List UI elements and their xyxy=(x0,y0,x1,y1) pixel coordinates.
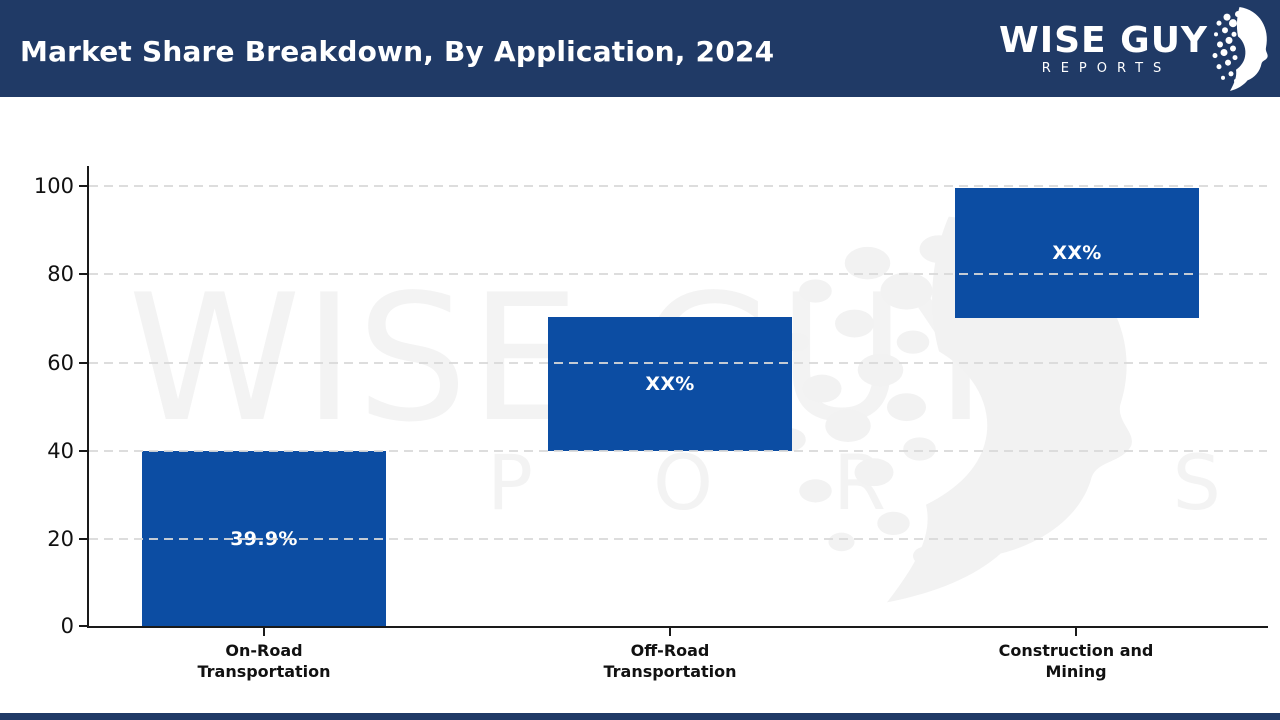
x-category-label-off-road: Off-Road Transportation xyxy=(603,641,737,681)
y-axis-line xyxy=(87,166,89,628)
bar-value-label: XX% xyxy=(645,373,695,395)
y-tick-0 xyxy=(79,625,87,627)
y-tick-label: 60 xyxy=(47,351,74,375)
gridline-20 xyxy=(89,538,1267,540)
x-category-label-on-road: On-Road Transportation xyxy=(197,641,331,681)
footer-bar xyxy=(0,713,1280,720)
y-tick-label: 80 xyxy=(47,262,74,286)
logo-wordmark: WISE GUY xyxy=(998,20,1208,61)
x-tick-1 xyxy=(263,628,265,636)
y-tick-label: 0 xyxy=(60,614,74,638)
bar-off-road-transportation: XX% xyxy=(548,317,792,451)
gridline-100 xyxy=(89,185,1267,187)
y-tick-80 xyxy=(79,273,87,275)
y-tick-60 xyxy=(79,362,87,364)
y-tick-label: 100 xyxy=(33,174,74,198)
x-axis-line xyxy=(87,626,1268,628)
bar-construction-and-mining: XX% xyxy=(955,188,1199,318)
y-tick-20 xyxy=(79,538,87,540)
page-title: Market Share Breakdown, By Application, … xyxy=(20,35,775,68)
x-category-label-construction-mining: Construction and Mining xyxy=(998,641,1154,681)
x-tick-2 xyxy=(669,628,671,636)
y-tick-label: 40 xyxy=(47,439,74,463)
wiseguy-logo: WISE GUY REPORTS xyxy=(999,4,1272,94)
bar-value-label: XX% xyxy=(1052,242,1102,264)
header-bar: Market Share Breakdown, By Application, … xyxy=(0,0,1280,97)
gridline-60 xyxy=(89,362,1267,364)
gridline-40 xyxy=(89,450,1267,452)
wiseguy-face-icon xyxy=(1212,7,1268,91)
logo-subtext: REPORTS xyxy=(1041,61,1172,76)
y-tick-100 xyxy=(79,185,87,187)
gridline-80 xyxy=(89,273,1267,275)
y-tick-40 xyxy=(79,450,87,452)
y-tick-label: 20 xyxy=(47,527,74,551)
x-tick-3 xyxy=(1075,628,1077,636)
